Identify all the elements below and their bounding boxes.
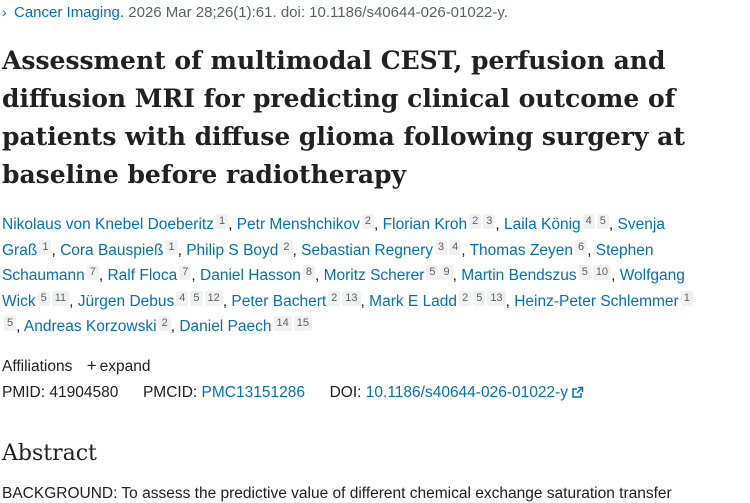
affiliation-ref[interactable]: 13 [487, 290, 506, 306]
author-name-link[interactable]: Daniel Paech [179, 318, 272, 335]
affiliation-ref[interactable]: 2 [328, 290, 341, 306]
affiliations-row: Affiliations + expand [2, 356, 150, 376]
author-entry: Jürgen Debus 4 5 12, [77, 290, 232, 310]
author-name-link[interactable]: Moritz Scherer [323, 267, 425, 284]
affiliation-ref[interactable]: 15 [293, 316, 313, 331]
affiliations-label: Affiliations [2, 358, 73, 375]
affiliation-ref[interactable]: 5 [190, 290, 203, 306]
pmcid-label: PMCID: [142, 384, 198, 401]
author-name-link[interactable]: Stephen Schaumann [2, 241, 654, 285]
expand-label: expand [99, 358, 151, 375]
author-entry: Sebastian Regnery 3 4, [301, 239, 470, 259]
author-list: Nikolaus von Knebel Doeberitz 1, Petr Men… [2, 212, 702, 340]
pmcid-link[interactable]: PMC13151286 [201, 384, 305, 401]
affiliation-ref[interactable]: 5 [578, 265, 591, 280]
affiliation-ref[interactable]: 1 [680, 290, 693, 306]
abstract-heading: Abstract [2, 441, 97, 466]
author-name-link[interactable]: Laila König [503, 216, 581, 233]
author-name-link[interactable]: Svenja Graß [2, 216, 665, 259]
author-name-link[interactable]: Nikolaus von Knebel Doeberitz [2, 216, 214, 233]
author-name-link[interactable]: Philip S Boyd [186, 241, 279, 259]
author-entry: Andreas Korzowski 2, [23, 316, 180, 335]
author-entry: Peter Bachert 2 13, [231, 290, 370, 310]
author-entry: Daniel Paech 14 15 [179, 316, 313, 335]
affiliation-ref[interactable]: 3 [483, 214, 496, 229]
doi-value: 10.1186/s40644-026-01022-y [365, 384, 568, 401]
journal-link[interactable]: Cancer Imaging. [14, 4, 125, 21]
author-name-link[interactable]: Andreas Korzowski [23, 318, 157, 335]
affiliation-ref[interactable]: 13 [342, 290, 361, 306]
affiliation-ref[interactable]: 3 [435, 239, 448, 255]
author-entry: Laila König 4 5, [503, 214, 618, 233]
affiliation-ref[interactable]: 1 [165, 239, 178, 255]
affiliation-ref[interactable]: 11 [51, 290, 70, 306]
abstract-text: BACKGROUND: To assess the predictive val… [2, 485, 672, 502]
article-title: Assessment of multimodal CEST, perfusion… [2, 46, 685, 189]
affiliation-ref[interactable]: 2 [469, 214, 482, 229]
author-name-link[interactable]: Cora Bauspieß [60, 241, 164, 259]
affiliation-ref[interactable]: 1 [215, 214, 229, 229]
affiliation-ref[interactable]: 1 [39, 239, 52, 255]
author-entry: Daniel Hasson 8, [200, 265, 324, 284]
author-entry: Mark E Ladd 2 5 13, [369, 290, 515, 310]
affiliation-ref[interactable]: 14 [273, 316, 292, 331]
affiliation-ref[interactable]: 2 [280, 239, 293, 255]
affiliation-ref[interactable]: 7 [179, 265, 192, 280]
author-entry: Thomas Zeyen 6, [469, 239, 596, 259]
doi-link[interactable]: 10.1186/s40644-026-01022-y [366, 384, 584, 401]
plus-icon: + [86, 356, 97, 375]
chevron-right-icon[interactable]: › [2, 4, 7, 20]
affiliation-ref[interactable]: 4 [582, 214, 595, 229]
affiliation-ref[interactable]: 5 [596, 214, 609, 229]
author-entry: Florian Kroh 2 3, [382, 214, 504, 233]
expand-affiliations-button[interactable]: + expand [86, 356, 151, 375]
author-name-link[interactable]: Wolfgang Wick [2, 267, 685, 310]
affiliation-ref[interactable]: 5 [426, 265, 439, 280]
affiliation-ref[interactable]: 4 [449, 239, 462, 255]
author-name-link[interactable]: Jürgen Debus [77, 292, 175, 310]
author-entry: Stephen Schaumann 7, [2, 241, 654, 285]
affiliation-ref[interactable]: 2 [361, 214, 375, 229]
author-name-link[interactable]: Thomas Zeyen [469, 241, 573, 259]
author-entry: Martin Bendszus 5 10, [461, 265, 620, 284]
author-entry: Nikolaus von Knebel Doeberitz 1, [2, 214, 237, 233]
author-entry: Cora Bauspieß 1, [60, 239, 187, 259]
affiliation-ref[interactable]: 5 [4, 316, 17, 331]
affiliation-ref[interactable]: 9 [440, 265, 453, 280]
affiliation-ref[interactable]: 4 [176, 290, 189, 306]
author-name-link[interactable]: Martin Bendszus [461, 267, 577, 284]
author-name-link[interactable]: Peter Bachert [231, 292, 327, 310]
author-name-link[interactable]: Mark E Ladd [369, 292, 458, 310]
affiliation-ref[interactable]: 2 [158, 316, 171, 331]
affiliation-ref[interactable]: 5 [473, 290, 486, 306]
author-name-link[interactable]: Florian Kroh [382, 216, 468, 233]
identifiers-row: PMID: 41904580 PMCID: PMC13151286 DOI: 1… [2, 384, 584, 402]
affiliation-ref[interactable]: 8 [302, 265, 315, 280]
affiliation-ref[interactable]: 12 [204, 290, 223, 306]
affiliation-ref[interactable]: 7 [86, 265, 99, 280]
citation-line: › Cancer Imaging. 2026 Mar 28;26(1):61. d… [2, 4, 508, 21]
author-entry: Petr Menshchikov 2, [236, 214, 383, 233]
author-entry: Heinz-Peter Schlemmer 15, [2, 290, 693, 335]
external-link-icon [572, 386, 584, 398]
author-entry: Philip S Boyd 2, [186, 239, 302, 259]
author-name-link[interactable]: Petr Menshchikov [236, 216, 360, 233]
affiliation-ref[interactable]: 6 [574, 239, 588, 255]
author-name-link[interactable]: Sebastian Regnery [301, 241, 433, 259]
pmid-value: 41904580 [49, 384, 119, 401]
affiliation-ref[interactable]: 10 [592, 265, 612, 280]
citation-details: 2026 Mar 28;26(1):61. doi: 10.1186/s4064… [128, 4, 508, 21]
author-name-link[interactable]: Daniel Hasson [200, 267, 301, 284]
pmid-label: PMID: [2, 384, 46, 401]
author-name-link[interactable]: Ralf Floca [107, 267, 178, 284]
affiliation-ref[interactable]: 5 [37, 290, 50, 306]
author-name-link[interactable]: Heinz-Peter Schlemmer [514, 292, 679, 310]
author-entry: Moritz Scherer 5 9, [323, 265, 462, 284]
doi-label: DOI: [329, 384, 362, 401]
author-entry: Ralf Floca 7, [107, 265, 201, 284]
affiliation-ref[interactable]: 2 [459, 290, 472, 306]
author-entry: Wolfgang Wick 5 11, [2, 267, 685, 310]
author-entry: Svenja Graß 1, [2, 216, 665, 259]
